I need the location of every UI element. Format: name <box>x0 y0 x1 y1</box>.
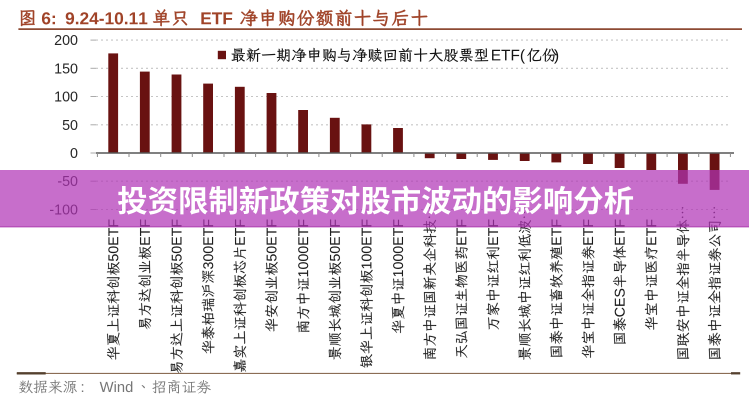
svg-text:150: 150 <box>54 61 78 77</box>
svg-text:0: 0 <box>70 146 78 162</box>
svg-text:50: 50 <box>62 118 78 134</box>
svg-text:100: 100 <box>54 90 78 106</box>
svg-text:200: 200 <box>54 33 78 49</box>
